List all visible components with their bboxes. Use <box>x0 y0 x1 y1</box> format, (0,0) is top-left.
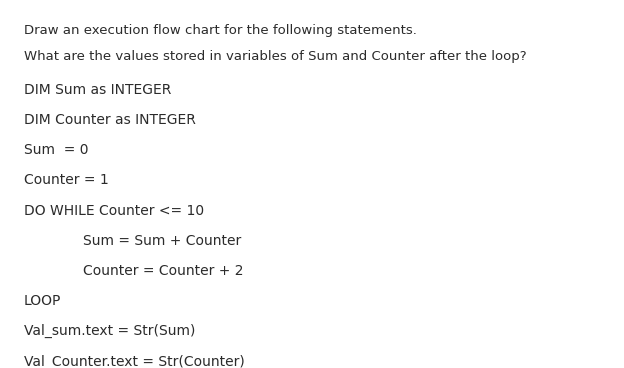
Text: Sum  = 0: Sum = 0 <box>24 143 88 157</box>
Text: Val_Counter.text = Str(Counter): Val_Counter.text = Str(Counter) <box>24 354 245 368</box>
Text: Sum = Sum + Counter: Sum = Sum + Counter <box>83 234 241 248</box>
Text: DO WHILE Counter <= 10: DO WHILE Counter <= 10 <box>24 204 204 217</box>
Text: What are the values stored in variables of Sum and Counter after the loop?: What are the values stored in variables … <box>24 50 526 63</box>
Text: Counter = Counter + 2: Counter = Counter + 2 <box>83 264 243 278</box>
Text: Val_sum.text = Str(Sum): Val_sum.text = Str(Sum) <box>24 324 195 338</box>
Text: Counter = 1: Counter = 1 <box>24 173 109 187</box>
Text: LOOP: LOOP <box>24 294 61 308</box>
Text: DIM Sum as INTEGER: DIM Sum as INTEGER <box>24 83 171 97</box>
Text: DIM Counter as INTEGER: DIM Counter as INTEGER <box>24 113 195 127</box>
Text: Draw an execution flow chart for the following statements.: Draw an execution flow chart for the fol… <box>24 24 417 37</box>
